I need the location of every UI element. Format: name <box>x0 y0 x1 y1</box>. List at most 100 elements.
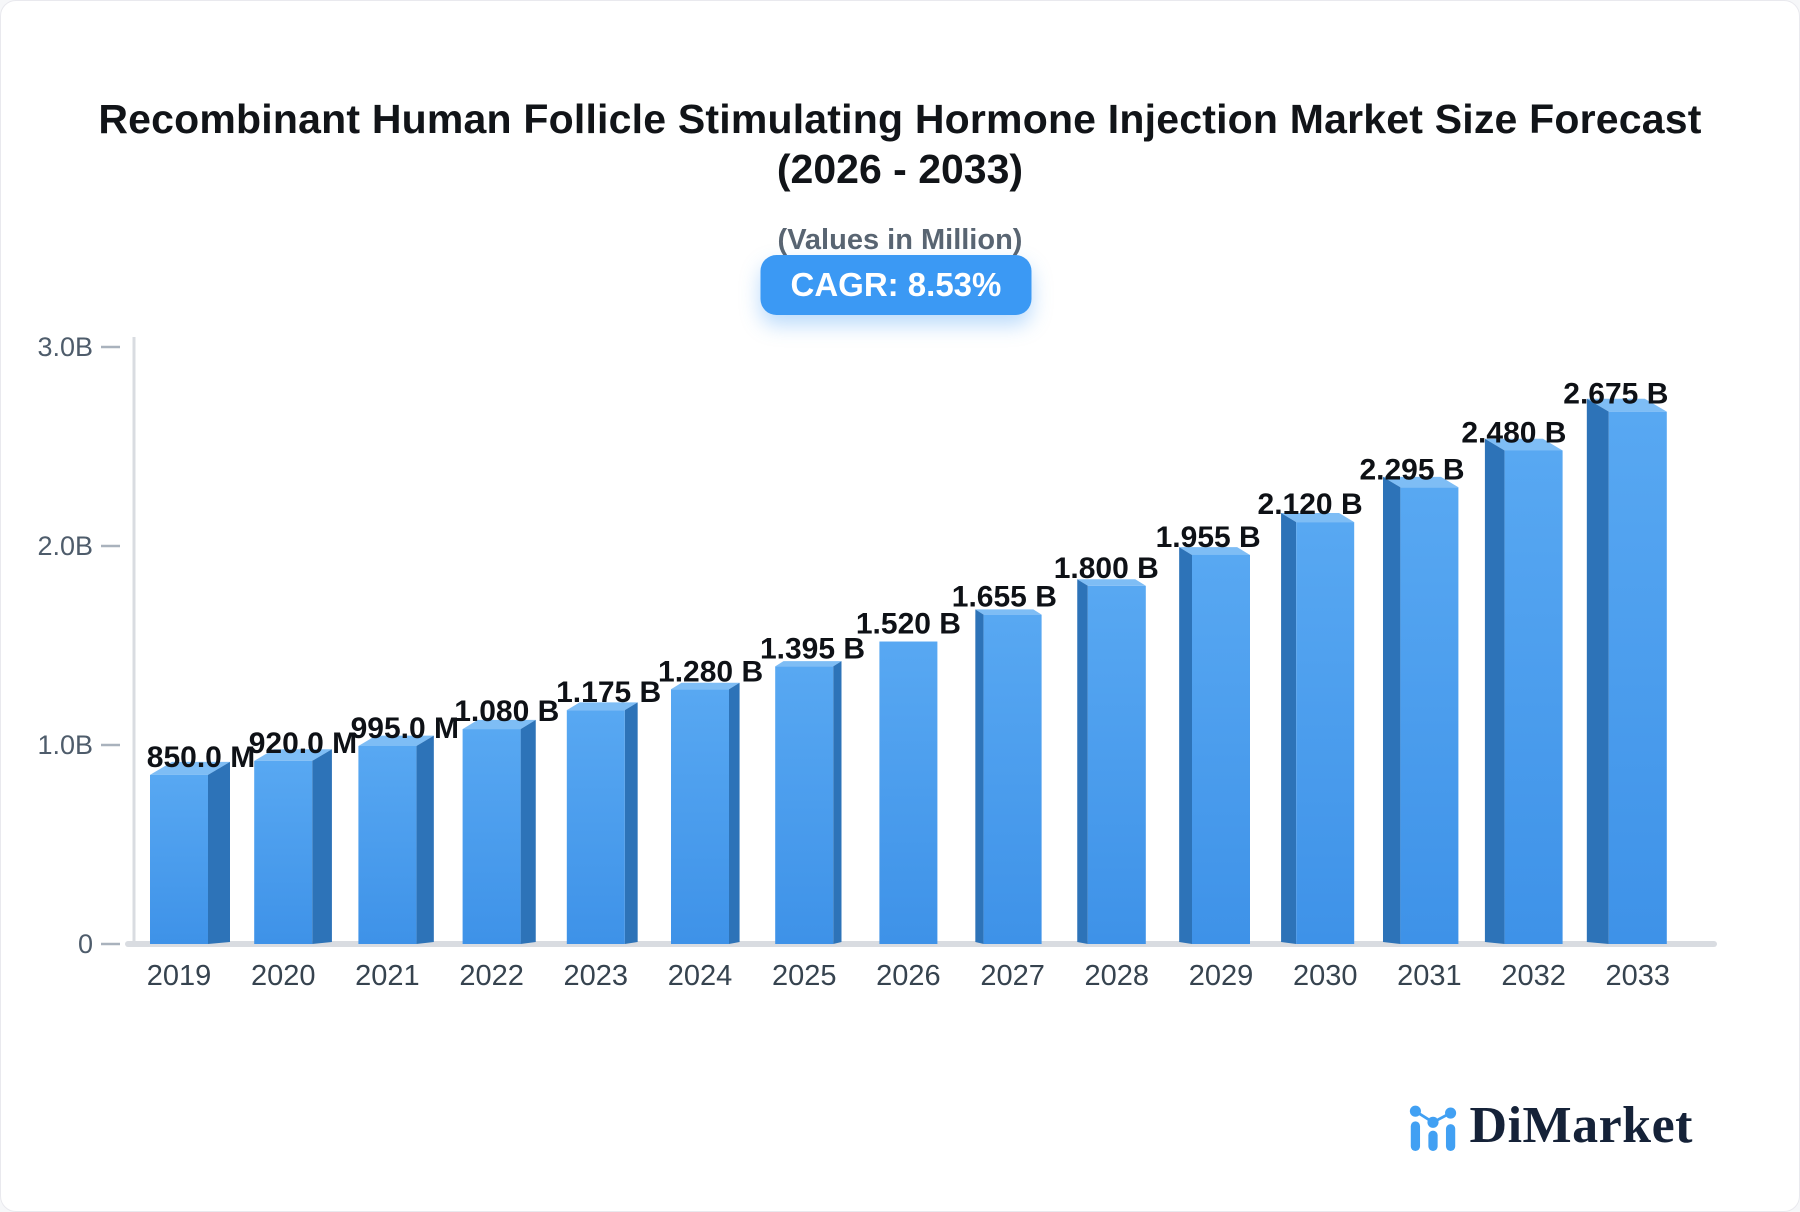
logo-text: DiMarket <box>1469 1097 1693 1154</box>
bar-value-label: 2.295 B <box>1359 453 1464 486</box>
bar-side-face <box>833 661 842 944</box>
bar-2030: 2.120 B 2030 <box>1258 488 1363 992</box>
bar-value-label: 1.800 B <box>1054 552 1159 585</box>
bar-2028: 1.800 B 2028 <box>1054 552 1159 992</box>
bar-side-face <box>1179 547 1192 944</box>
bar-value-label: 995.0 M <box>351 712 459 745</box>
bar-2022: 1.080 B 2022 <box>454 695 559 992</box>
bar-top-face <box>775 661 842 667</box>
x-axis-label: 2027 <box>980 960 1045 992</box>
bar-front-face <box>1608 411 1667 944</box>
x-axis-label: 2029 <box>1189 960 1254 992</box>
bar-front-face <box>671 689 729 944</box>
bar-top-face <box>358 735 434 746</box>
x-axis-label: 2019 <box>147 960 212 992</box>
cagr-badge: CAGR: 8.53% <box>760 255 1032 315</box>
bar-value-label: 2.480 B <box>1461 416 1566 449</box>
bar-side-face <box>416 735 434 944</box>
bar-2033: 2.675 B 2033 <box>1563 378 1670 992</box>
bar-2023: 1.175 B 2023 <box>556 676 661 992</box>
bar-value-label: 1.080 B <box>454 695 559 728</box>
x-axis-label: 2022 <box>459 960 524 992</box>
bar-top-face <box>462 719 536 730</box>
x-axis-label: 2020 <box>251 960 316 992</box>
bar-2029: 1.955 B 2029 <box>1156 521 1261 992</box>
x-axis-label: 2021 <box>355 960 420 992</box>
bar-value-label: 1.175 B <box>556 676 661 709</box>
bar-value-label: 1.655 B <box>952 581 1057 614</box>
bar-value-label: 920.0 M <box>249 727 357 760</box>
y-tick-label: 3.0B <box>37 332 93 362</box>
x-axis-label: 2031 <box>1397 960 1462 992</box>
bar-top-face <box>1077 579 1146 586</box>
x-axis-label: 2030 <box>1293 960 1358 992</box>
bar-value-label: 1.280 B <box>658 655 763 688</box>
bar-side-face <box>312 749 332 944</box>
bar-top-face <box>1179 547 1250 555</box>
bar-chart-logo-icon <box>1409 1105 1456 1151</box>
x-axis-label: 2023 <box>564 960 629 992</box>
bar-side-face <box>1484 438 1505 944</box>
bar-top-face <box>1382 476 1459 488</box>
bar-top-face <box>150 761 230 775</box>
bar-2027: 1.655 B 2027 <box>952 581 1057 992</box>
bar-front-face <box>983 614 1042 944</box>
bar-front-face <box>1400 487 1459 944</box>
bar-top-face <box>1281 512 1355 523</box>
bar-top-face <box>254 749 332 761</box>
bar-2021: 995.0 M 2021 <box>351 712 459 992</box>
bar-value-label: 850.0 M <box>147 741 255 774</box>
bar-front-face <box>1296 522 1355 944</box>
bar-value-label: 1.395 B <box>760 632 865 665</box>
bar-front-face <box>1192 554 1250 944</box>
bar-side-face <box>975 609 984 944</box>
bar-front-face <box>254 760 313 944</box>
bar-front-face <box>566 710 625 944</box>
bar-side-face <box>1586 398 1609 944</box>
bar-2020: 920.0 M 2020 <box>249 727 357 992</box>
bar-2025: 1.395 B 2025 <box>760 632 865 992</box>
chart-subtitle: (Values in Million) <box>777 224 1023 256</box>
bar-side-face <box>1077 579 1088 944</box>
x-axis-label: 2028 <box>1085 960 1150 992</box>
x-axis-label: 2033 <box>1606 960 1671 992</box>
bar-2032: 2.480 B 2032 <box>1461 416 1566 992</box>
bar-2026: 1.520 B 2026 <box>856 608 961 992</box>
bar-side-face <box>729 682 740 944</box>
bar-front-face <box>1087 585 1146 944</box>
x-axis-label: 2032 <box>1501 960 1566 992</box>
bar-side-face <box>624 702 638 944</box>
bar-value-label: 2.675 B <box>1563 378 1668 411</box>
bar-side-face <box>1382 476 1401 944</box>
bar-front-face <box>775 666 834 944</box>
bar-2019: 850.0 M 2019 <box>147 741 255 992</box>
dimarket-logo: DiMarket <box>1408 1096 1693 1155</box>
y-tick-label: 1.0B <box>37 730 93 760</box>
bar-2031: 2.295 B 2031 <box>1359 453 1464 992</box>
page-title-years: (2026 - 2033) <box>776 146 1024 192</box>
x-axis-label: 2024 <box>668 960 733 992</box>
x-axis-label: 2026 <box>876 960 941 992</box>
bar-value-label: 1.955 B <box>1156 521 1261 554</box>
bar-front-face <box>1504 450 1563 944</box>
bar-side-face <box>208 761 230 944</box>
bar-front-face <box>358 745 417 944</box>
bar-front-face <box>150 774 208 944</box>
y-tick-label: 0 <box>78 929 93 959</box>
bar-value-label: 2.120 B <box>1258 488 1363 521</box>
y-tick-label: 2.0B <box>37 531 93 561</box>
bar-side-face <box>520 719 536 944</box>
bar-2024: 1.280 B 2024 <box>658 655 763 992</box>
bar-value-label: 1.520 B <box>856 608 961 641</box>
bar-top-face <box>1586 398 1667 412</box>
page-title: Recombinant Human Follicle Stimulating H… <box>98 96 1702 142</box>
bar-side-face <box>1281 512 1297 944</box>
bar-front-face <box>462 729 521 944</box>
bar-top-face <box>1484 438 1563 451</box>
bar-top-face <box>566 702 638 711</box>
bar-front-face <box>879 641 938 944</box>
x-axis-label: 2025 <box>772 960 837 992</box>
bar-top-face <box>671 682 740 690</box>
